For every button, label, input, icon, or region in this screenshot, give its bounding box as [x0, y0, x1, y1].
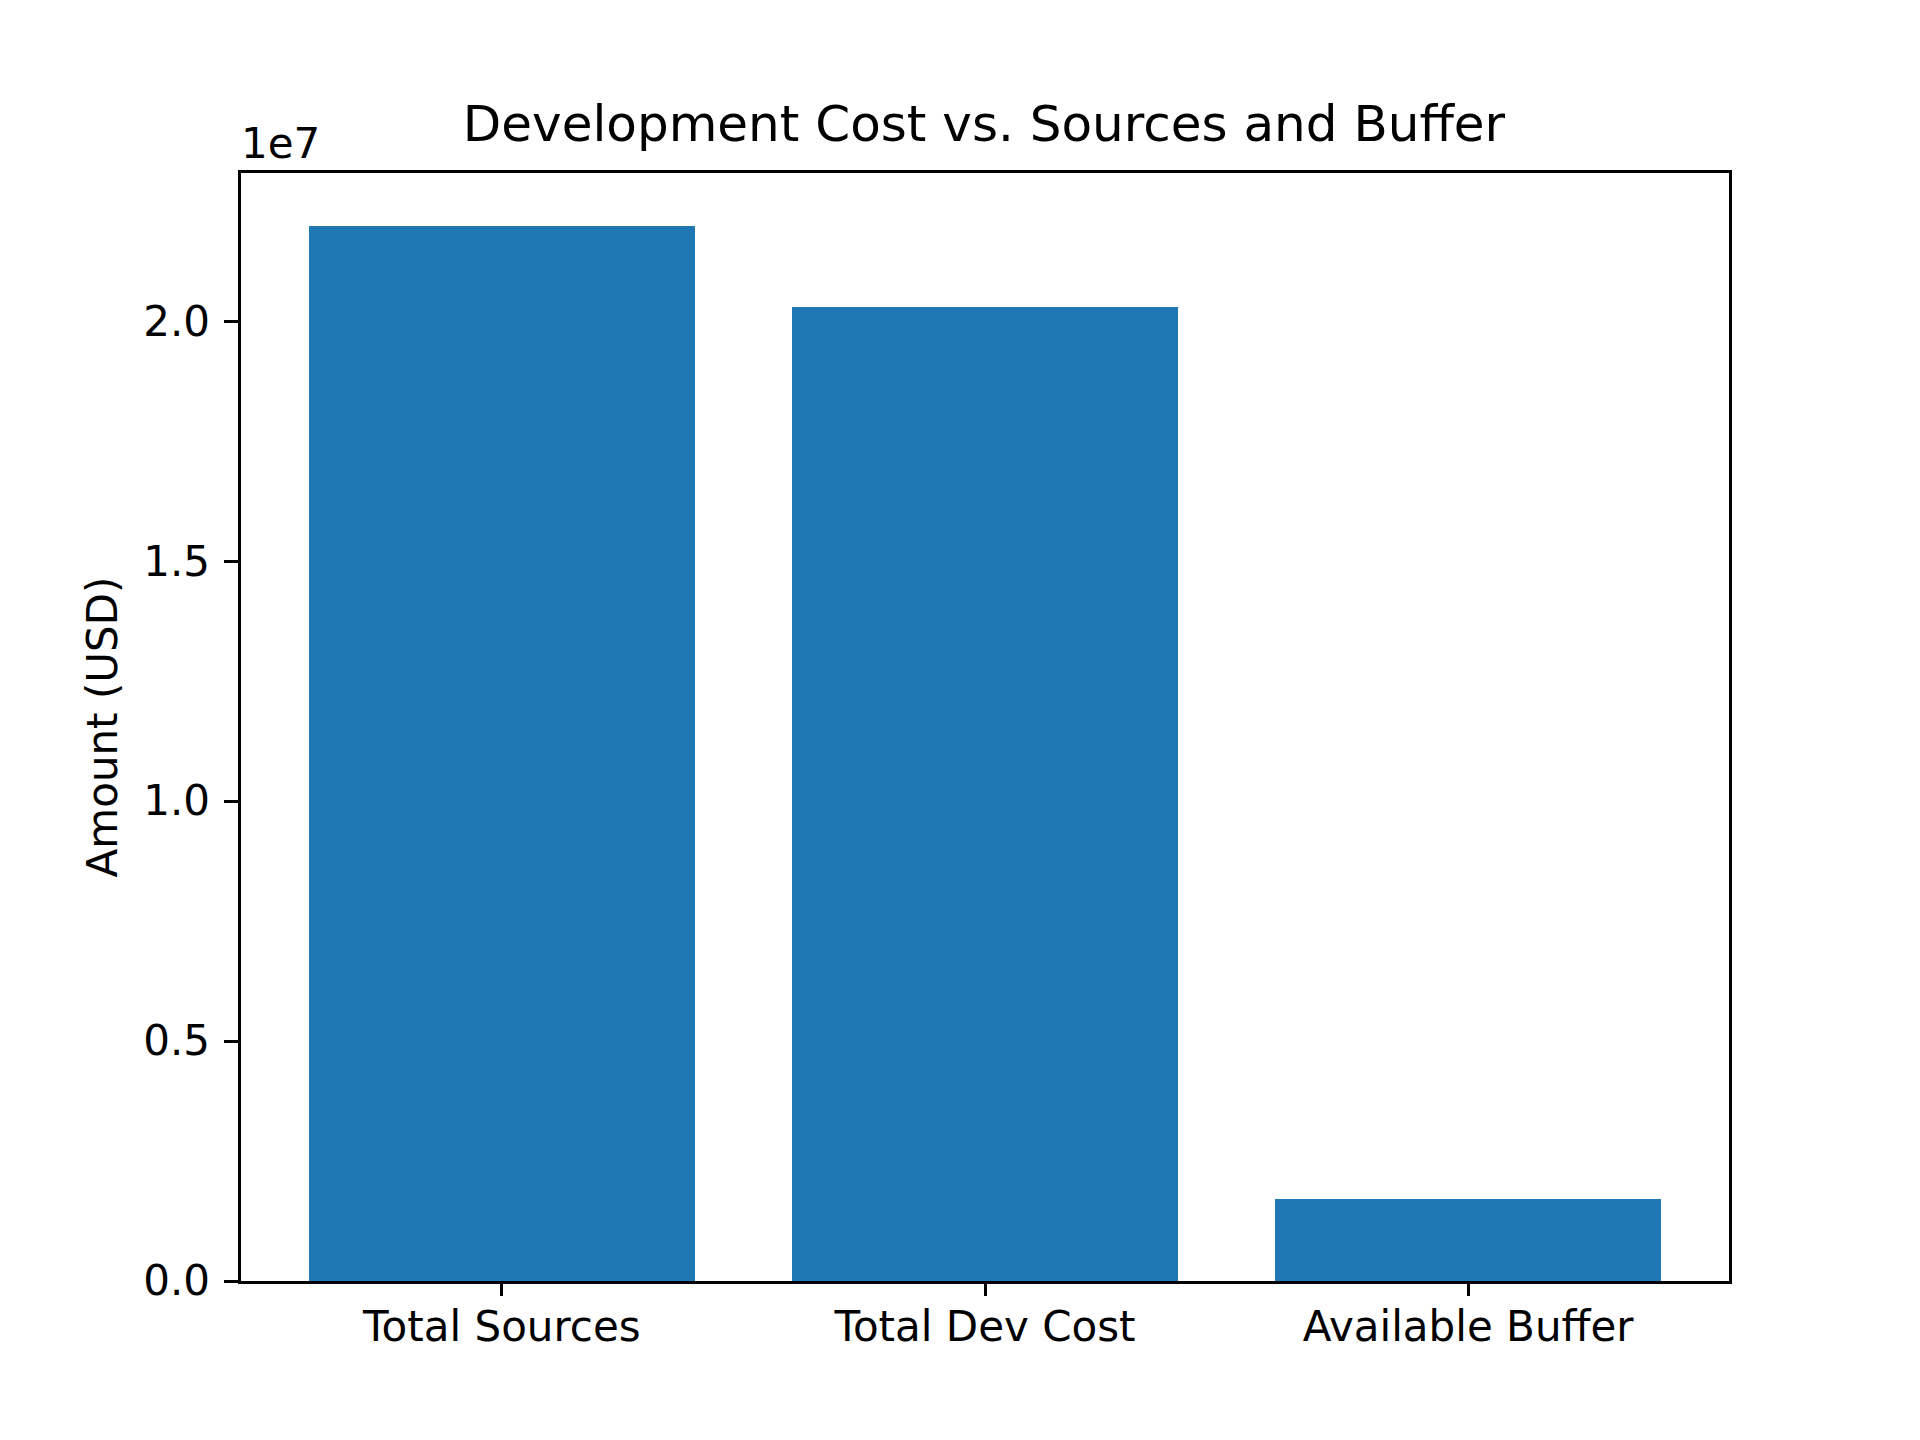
- chart-title: Development Cost vs. Sources and Buffer: [240, 95, 1728, 153]
- bar-total-sources: [309, 226, 695, 1281]
- y-tick-mark: [224, 1280, 240, 1283]
- y-axis-label: Amount (USD): [79, 577, 127, 878]
- plot-area: [238, 170, 1732, 1284]
- x-tick-mark: [984, 1282, 987, 1296]
- y-tick-label: 2.0: [45, 298, 210, 346]
- y-tick-label: 0.5: [45, 1017, 210, 1065]
- y-tick-label: 1.0: [45, 777, 210, 825]
- x-tick-mark: [500, 1282, 503, 1296]
- chart-figure: Development Cost vs. Sources and Buffer …: [0, 0, 1920, 1440]
- bar-available-buffer: [1275, 1199, 1661, 1281]
- y-axis-offset-text: 1e7: [241, 120, 320, 168]
- x-tick-label-available-buffer: Available Buffer: [1168, 1303, 1768, 1351]
- bar-total-dev-cost: [792, 307, 1178, 1281]
- x-tick-mark: [1467, 1282, 1470, 1296]
- y-tick-label: 1.5: [45, 538, 210, 586]
- y-tick-mark: [224, 560, 240, 563]
- y-tick-label: 0.0: [45, 1257, 210, 1305]
- y-tick-mark: [224, 320, 240, 323]
- y-tick-mark: [224, 800, 240, 803]
- y-tick-mark: [224, 1040, 240, 1043]
